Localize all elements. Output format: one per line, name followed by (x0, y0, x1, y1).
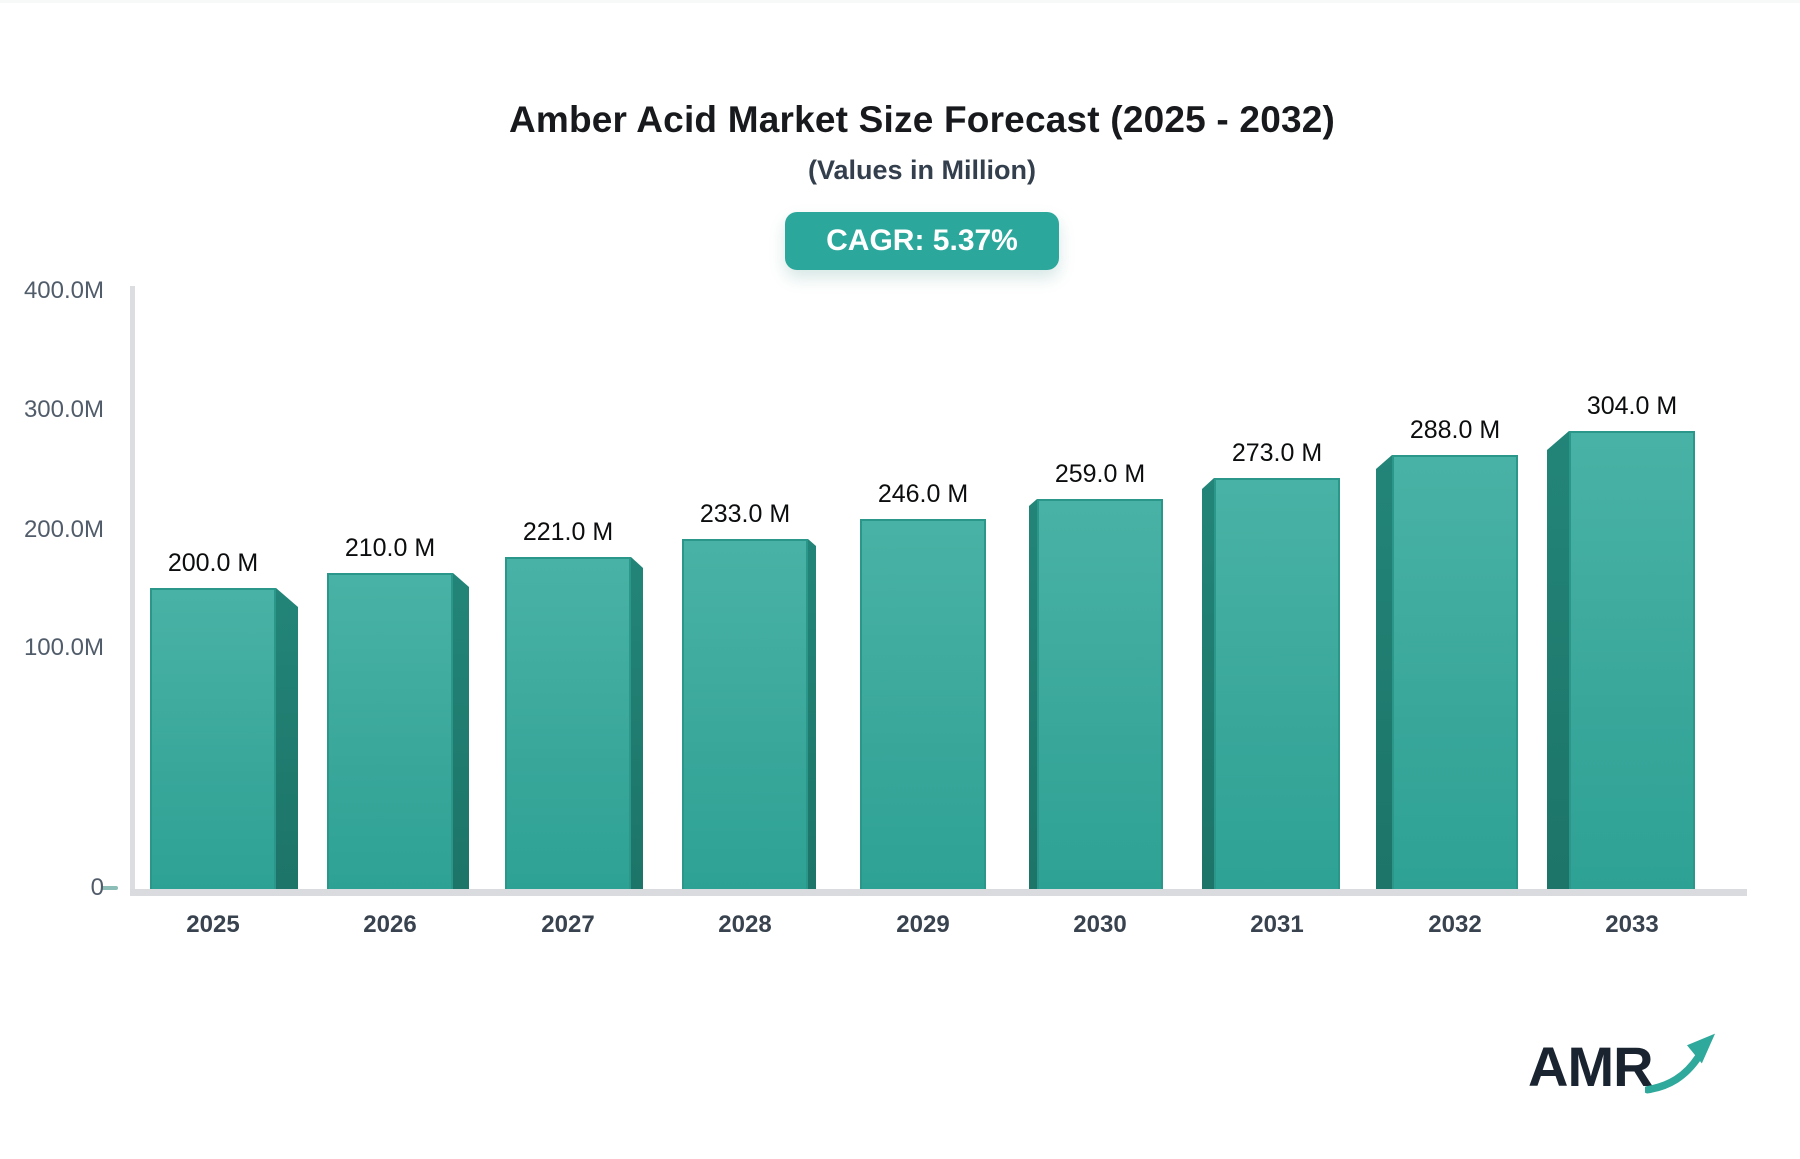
y-axis-line (130, 286, 135, 893)
x-axis-label-2027: 2027 (541, 911, 595, 938)
y-axis-tick-label: 400.0M (23, 277, 104, 304)
chart-title: Amber Acid Market Size Forecast (2025 - … (508, 99, 1336, 140)
bar-value-label: 246.0 M (877, 480, 969, 508)
bar-side-face (1029, 499, 1037, 891)
bar-value-label: 273.0 M (1231, 439, 1323, 467)
chart-header: Amber Acid Market Size Forecast (2025 - … (22, 3, 1800, 270)
bar-face (505, 557, 631, 891)
x-axis-label-2033: 2033 (1605, 911, 1659, 938)
bar-2026 (327, 573, 469, 891)
bar-2027 (505, 557, 643, 891)
x-axis-label-2028: 2028 (718, 911, 772, 938)
bar-2032 (1376, 455, 1518, 891)
bar-value-label: 210.0 M (344, 534, 436, 562)
bar-value-label: 304.0 M (1586, 392, 1678, 420)
bar-value-label: 233.0 M (699, 500, 791, 528)
bar-face (1214, 478, 1340, 891)
bar-chart-plot-area: 400.0M 300.0M 200.0M 100.0M 0 200.0 M 2025 210.… (0, 3, 1800, 1159)
bar-2028 (682, 539, 816, 891)
zero-tick-dash (101, 886, 118, 890)
x-axis-label-2025: 2025 (186, 911, 240, 938)
bar-face (682, 539, 808, 891)
bar-2031 (1202, 478, 1340, 891)
bar-value-label: 259.0 M (1054, 460, 1146, 488)
trend-arrow-icon (1644, 1033, 1715, 1094)
bar-face (1392, 455, 1518, 891)
x-axis-label-2030: 2030 (1073, 911, 1127, 938)
bar-face (150, 588, 276, 891)
y-axis-tick-label: 200.0M (23, 516, 104, 543)
bar-value-label: 288.0 M (1409, 416, 1501, 444)
x-axis-label-2029: 2029 (896, 911, 950, 938)
bar-face (1569, 431, 1695, 891)
bar-side-face (1376, 455, 1392, 891)
y-axis-tick-label: 0 (90, 874, 104, 901)
bar-face (860, 519, 986, 891)
bar-side-face (631, 557, 643, 891)
bar-value-label: 221.0 M (522, 518, 614, 546)
cagr-badge: CAGR: 5.37% (785, 212, 1059, 270)
bar-face (1037, 499, 1163, 891)
x-axis-label-2032: 2032 (1428, 911, 1482, 938)
bar-side-face (808, 539, 816, 891)
bar-side-face (1547, 431, 1569, 891)
bar-value-label: 200.0 M (167, 549, 259, 577)
x-axis-baseline (130, 889, 1747, 896)
bar-face (327, 573, 453, 891)
amr-logo-text: AMR (1528, 1035, 1654, 1098)
chart-subtitle: (Values in Million) (807, 155, 1037, 185)
bar-2029 (860, 519, 986, 891)
bar-2025 (150, 588, 298, 891)
bar-2030 (1029, 499, 1163, 891)
bar-2033 (1547, 431, 1695, 891)
amr-logo: AMR (1528, 1033, 1729, 1099)
bar-side-face (276, 588, 298, 891)
y-axis-tick-label: 100.0M (23, 634, 104, 661)
x-axis-label-2026: 2026 (363, 911, 417, 938)
x-axis-label-2031: 2031 (1250, 911, 1304, 938)
bar-side-face (453, 573, 469, 891)
bar-side-face (1202, 478, 1214, 891)
y-axis-tick-label: 300.0M (23, 396, 104, 423)
